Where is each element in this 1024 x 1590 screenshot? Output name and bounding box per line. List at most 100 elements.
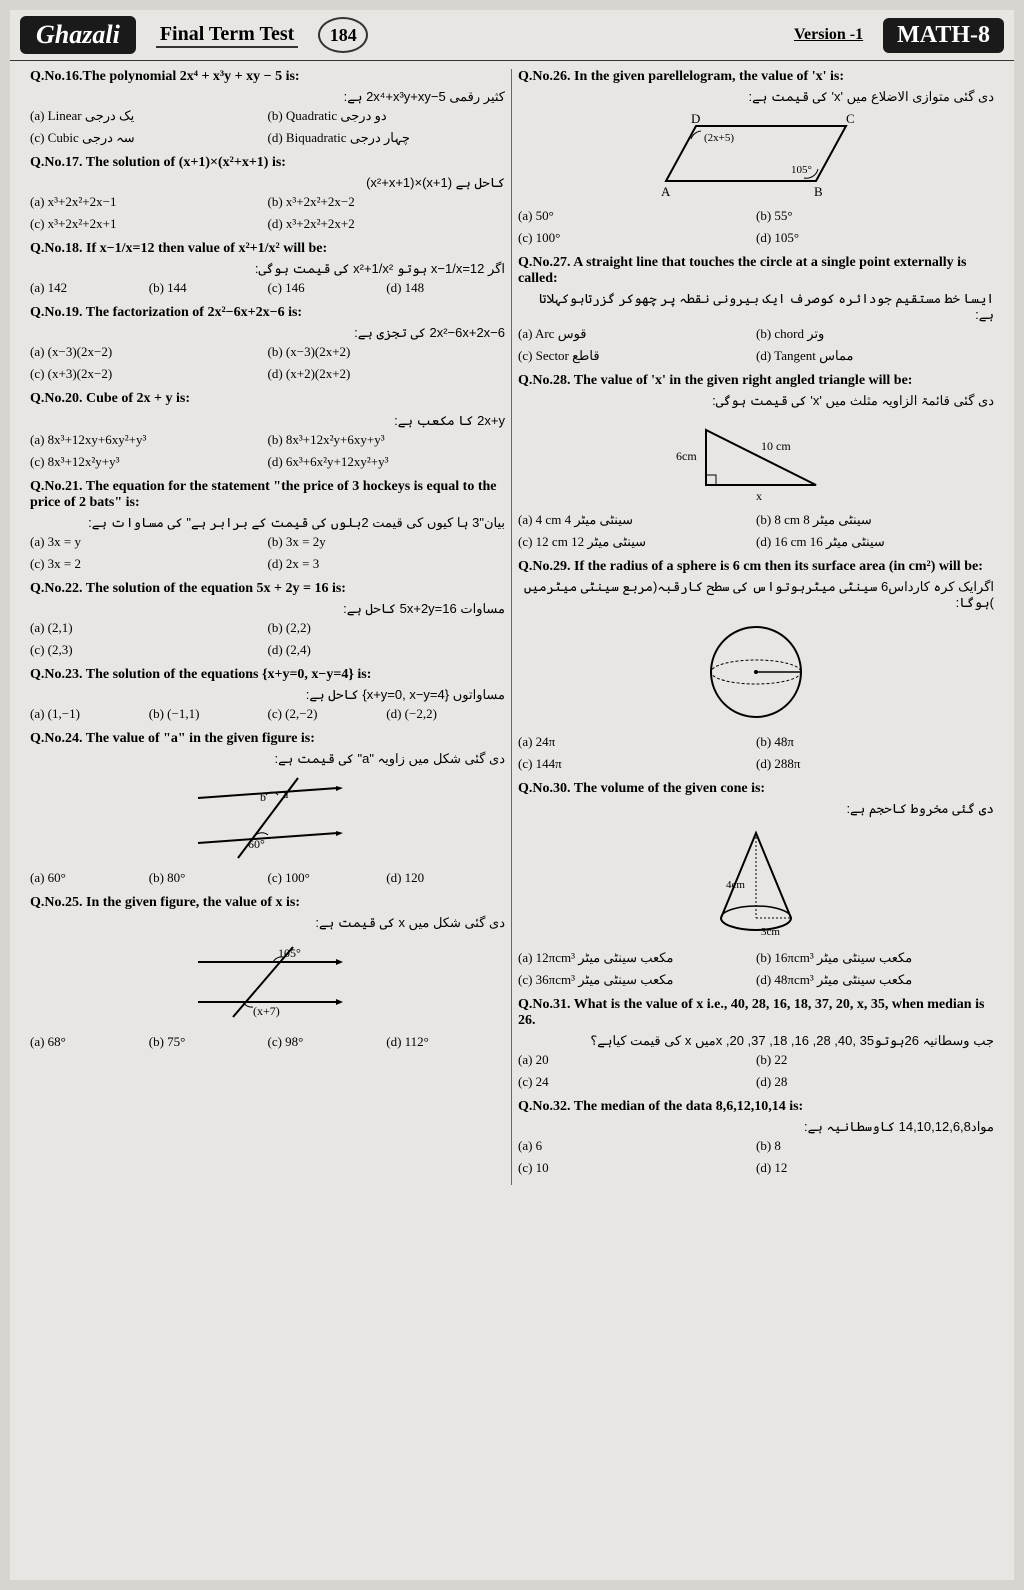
q26-diagram: D C A B (2x+5) 105° — [518, 111, 994, 201]
page-number: 184 — [318, 17, 368, 53]
q27-opt-c: (c) Sector قاطع — [518, 347, 756, 365]
q19-opt-a: (a) (x−3)(2x−2) — [30, 343, 268, 361]
transversal-lines-icon: 105° (x+7) — [178, 937, 358, 1027]
q30-opt-c: (c) 36πcm³ مکعب سینٹی میٹر — [518, 971, 756, 989]
svg-text:(x+7): (x+7) — [253, 1004, 280, 1018]
q18-opt-d: (d) 148 — [386, 279, 505, 297]
parallelogram-icon: D C A B (2x+5) 105° — [646, 111, 866, 201]
q25-opt-b: (b) 75° — [149, 1033, 268, 1051]
q17-urdu: کاحل ہے (x+1)×(x²+x+1) — [30, 175, 505, 191]
q30-urdu: دی گئی مخروط کاحجم ہے: — [518, 801, 994, 817]
q32-opt-c: (c) 10 — [518, 1159, 756, 1177]
q19-urdu: 2x²−6x+2x−6 کی تجزی ہے: — [30, 325, 505, 341]
parallel-lines-icon: a b 60° — [188, 773, 348, 863]
version-label: Version -1 — [794, 26, 863, 44]
q18-title: Q.No.18. If x−1/x=12 then value of x²+1/… — [30, 241, 505, 257]
q29-opt-d: (d) 288π — [756, 755, 994, 773]
question-19: Q.No.19. The factorization of 2x²−6x+2x−… — [30, 305, 505, 383]
q28-urdu: دی گئی قائمۃ الزاویہ مثلث میں 'x' کی قیم… — [518, 393, 994, 409]
q30-opt-d: (d) 48πcm³ مکعب سینٹی میٹر — [756, 971, 994, 989]
q20-opt-d: (d) 6x³+6x²y+12xy²+y³ — [268, 453, 506, 471]
question-24: Q.No.24. The value of "a" in the given f… — [30, 731, 505, 887]
q27-opt-b: (b) chord وتر — [756, 325, 994, 343]
svg-text:105°: 105° — [278, 946, 301, 960]
q24-opt-a: (a) 60° — [30, 869, 149, 887]
q28-diagram: 6cm 10 cm x — [518, 415, 994, 505]
q31-opt-a: (a) 20 — [518, 1051, 756, 1069]
svg-text:B: B — [814, 184, 823, 199]
q32-opt-b: (b) 8 — [756, 1137, 994, 1155]
q17-opt-a: (a) x³+2x²+2x−1 — [30, 193, 268, 211]
q32-urdu: مواد14,10,12,6,8 کاوسطانیہ ہے: — [518, 1119, 994, 1135]
q24-opt-d: (d) 120 — [386, 869, 505, 887]
q17-opt-c: (c) x³+2x²+2x+1 — [30, 215, 268, 233]
q23-opt-b: (b) (−1,1) — [149, 705, 268, 723]
question-25: Q.No.25. In the given figure, the value … — [30, 895, 505, 1051]
q17-opt-d: (d) x³+2x²+2x+2 — [268, 215, 506, 233]
q23-opt-d: (d) (−2,2) — [386, 705, 505, 723]
q25-diagram: 105° (x+7) — [30, 937, 505, 1027]
svg-text:D: D — [691, 111, 700, 126]
q26-opt-a: (a) 50° — [518, 207, 756, 225]
q26-opt-c: (c) 100° — [518, 229, 756, 247]
exam-page: Ghazali Final Term Test 184 Version -1 M… — [10, 10, 1014, 1580]
q21-urdu: بیان"3 ہا کیوں کی قیمت 2بلوں کی قیمت کے … — [30, 515, 505, 531]
svg-text:(2x+5): (2x+5) — [704, 132, 734, 144]
q30-opt-b: (b) 16πcm³ مکعب سینٹی میٹر — [756, 949, 994, 967]
test-title: Final Term Test — [156, 23, 298, 48]
q24-opt-c: (c) 100° — [268, 869, 387, 887]
right-triangle-icon: 6cm 10 cm x — [666, 415, 846, 505]
q19-opt-d: (d) (x+2)(2x+2) — [268, 365, 506, 383]
q21-opt-b: (b) 3x = 2y — [268, 533, 506, 551]
q22-opt-b: (b) (2,2) — [268, 619, 506, 637]
q26-urdu: دی گئی متوازی الاضلاع میں 'x' کی قیمت ہے… — [518, 89, 994, 105]
q20-title: Q.No.20. Cube of 2x + y is: — [30, 391, 505, 407]
q19-title: Q.No.19. The factorization of 2x²−6x+2x−… — [30, 305, 505, 321]
q22-title: Q.No.22. The solution of the equation 5x… — [30, 581, 505, 597]
q28-opt-c: (c) 12 cm سینٹی میٹر 12 — [518, 533, 756, 551]
right-column: Q.No.26. In the given parellelogram, the… — [512, 69, 1000, 1185]
svg-text:105°: 105° — [791, 164, 812, 176]
page-header: Ghazali Final Term Test 184 Version -1 M… — [10, 10, 1014, 61]
q21-title: Q.No.21. The equation for the statement … — [30, 479, 505, 511]
q17-opt-b: (b) x³+2x²+2x−2 — [268, 193, 506, 211]
q28-opt-d: (d) 16 cm سینٹی میٹر 16 — [756, 533, 994, 551]
q31-opt-b: (b) 22 — [756, 1051, 994, 1069]
q31-opt-d: (d) 28 — [756, 1073, 994, 1091]
q16-opt-a: (a) Linear یک درجی — [30, 107, 268, 125]
q19-opt-b: (b) (x−3)(2x+2) — [268, 343, 506, 361]
question-31: Q.No.31. What is the value of x i.e., 40… — [518, 997, 994, 1091]
svg-text:6cm: 6cm — [676, 449, 697, 463]
q31-title: Q.No.31. What is the value of x i.e., 40… — [518, 997, 994, 1029]
brand-badge: Ghazali — [20, 16, 136, 54]
q28-opt-a: (a) 4 cm سینٹی میٹر 4 — [518, 511, 756, 529]
q25-opt-c: (c) 98° — [268, 1033, 387, 1051]
q20-urdu: 2x+y کا مکعب ہے: — [394, 413, 505, 429]
q21-opt-a: (a) 3x = y — [30, 533, 268, 551]
q22-opt-a: (a) (2,1) — [30, 619, 268, 637]
svg-text:x: x — [756, 489, 762, 503]
question-23: Q.No.23. The solution of the equations {… — [30, 667, 505, 723]
question-22: Q.No.22. The solution of the equation 5x… — [30, 581, 505, 659]
q24-diagram: a b 60° — [30, 773, 505, 863]
q21-opt-c: (c) 3x = 2 — [30, 555, 268, 573]
q31-urdu: جب وسطانیہ 26ہوتو35 ,x ,20 ,37 ,18 ,16 ,… — [518, 1033, 994, 1049]
q26-opt-b: (b) 55° — [756, 207, 994, 225]
q24-urdu: دی گئی شکل میں زاویہ "a" کی قیمت ہے: — [30, 751, 505, 767]
svg-text:60°: 60° — [248, 837, 265, 851]
q18-opt-c: (c) 146 — [268, 279, 387, 297]
q20-opt-b: (b) 8x³+12x²y+6xy+y³ — [268, 431, 506, 449]
q22-opt-c: (c) (2,3) — [30, 641, 268, 659]
q16-opt-c: (c) Cubic سہ درجی — [30, 129, 268, 147]
q27-title: Q.No.27. A straight line that touches th… — [518, 255, 994, 287]
question-27: Q.No.27. A straight line that touches th… — [518, 255, 994, 365]
question-30: Q.No.30. The volume of the given cone is… — [518, 781, 994, 989]
q29-opt-a: (a) 24π — [518, 733, 756, 751]
q24-title: Q.No.24. The value of "a" in the given f… — [30, 731, 505, 747]
q16-title: Q.No.16.The polynomial 2x⁴ + x³y + xy − … — [30, 69, 505, 85]
q30-title: Q.No.30. The volume of the given cone is… — [518, 781, 994, 797]
q20-opt-a: (a) 8x³+12xy+6xy²+y³ — [30, 431, 268, 449]
q28-title: Q.No.28. The value of 'x' in the given r… — [518, 373, 994, 389]
q26-opt-d: (d) 105° — [756, 229, 994, 247]
sphere-icon — [686, 617, 826, 727]
